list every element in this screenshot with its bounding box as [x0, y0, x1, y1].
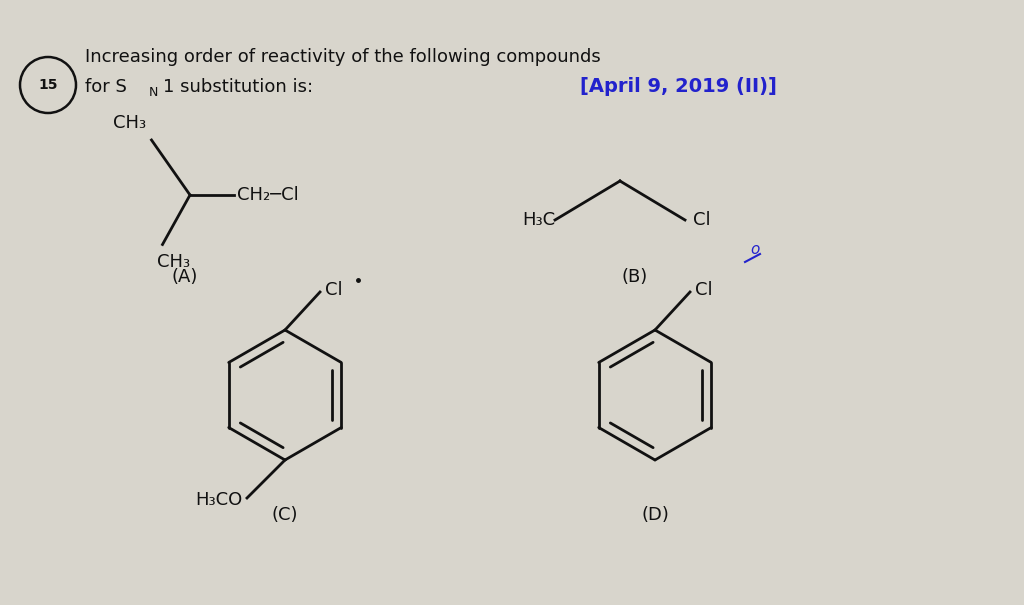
- Text: CH₂─Cl: CH₂─Cl: [237, 186, 299, 204]
- Text: (C): (C): [271, 506, 298, 524]
- Text: (A): (A): [172, 268, 199, 286]
- Text: (B): (B): [622, 268, 648, 286]
- Text: 15: 15: [38, 78, 57, 92]
- Text: Cl: Cl: [693, 211, 711, 229]
- Text: Increasing order of reactivity of the following compounds: Increasing order of reactivity of the fo…: [85, 48, 601, 66]
- Text: H₃CO: H₃CO: [195, 491, 242, 509]
- Text: o: o: [751, 243, 760, 258]
- Text: CH₃: CH₃: [114, 114, 146, 132]
- Text: Cl: Cl: [695, 281, 713, 299]
- Text: N: N: [148, 85, 158, 99]
- Text: H₃C: H₃C: [522, 211, 555, 229]
- Text: (D): (D): [641, 506, 669, 524]
- Text: Cl: Cl: [325, 281, 343, 299]
- Text: 1 substitution is:: 1 substitution is:: [163, 78, 313, 96]
- Text: CH₃: CH₃: [158, 252, 190, 270]
- Text: [April 9, 2019 (II)]: [April 9, 2019 (II)]: [580, 77, 777, 97]
- Text: for S: for S: [85, 78, 127, 96]
